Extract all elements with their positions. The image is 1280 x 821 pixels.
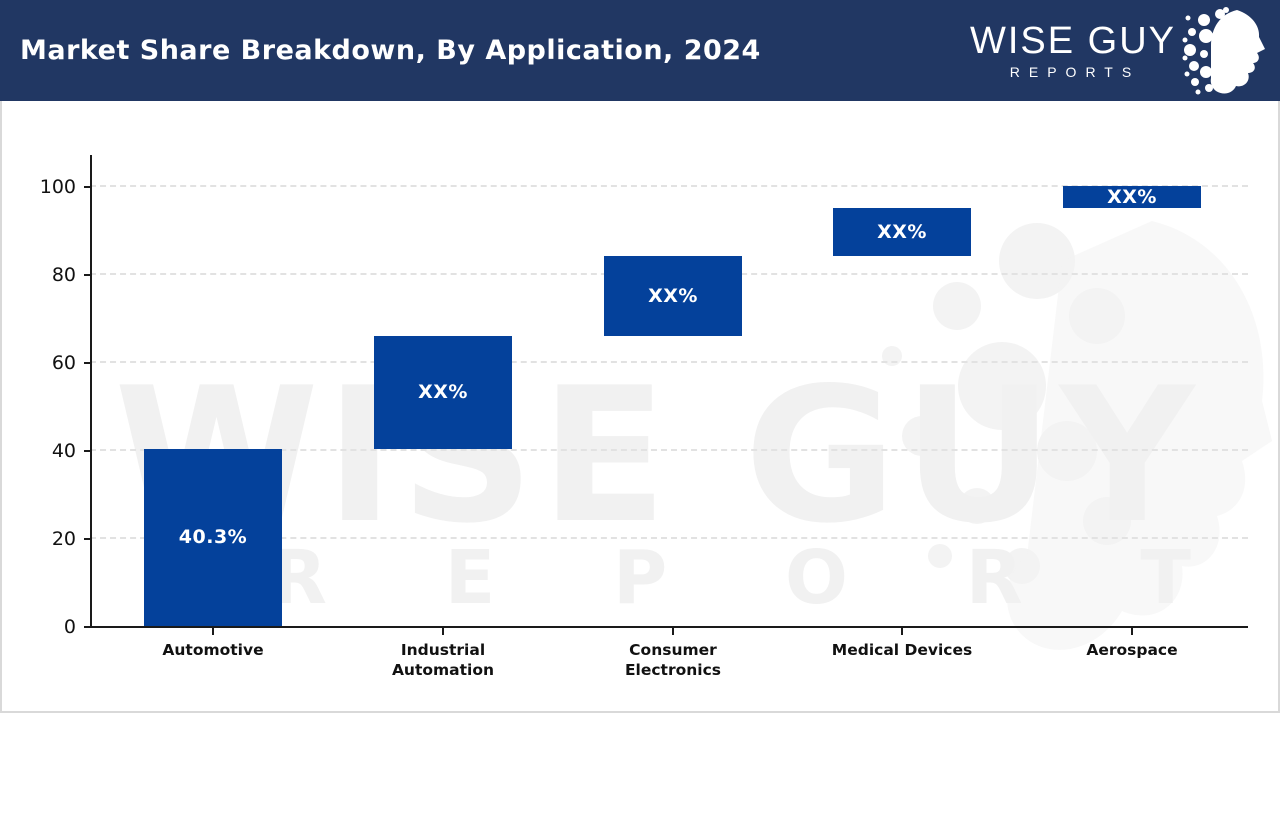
wise-guy-logo: WISE GUY REPORTS: [970, 6, 1280, 96]
watermark-wordmark: WISE GUY: [114, 347, 1201, 564]
x-category-label-2: Consumer Electronics: [624, 641, 722, 679]
y-tick-label-100: 100: [39, 176, 76, 198]
y-tick-label-40: 40: [51, 440, 76, 462]
watermark-subtitle: R E P O R T S: [270, 535, 1280, 621]
bar-value-label: XX%: [648, 284, 698, 307]
x-category-label-0: Automotive: [162, 641, 264, 659]
logo-text: WISE GUY REPORTS: [970, 22, 1176, 79]
bar-medical-devices: XX%: [833, 208, 971, 257]
y-tick-label-0: 0: [63, 616, 76, 638]
x-tick-2: [672, 628, 674, 635]
chart-area: WISE GUY R E P O R T S 40.3% XX% XX% XX% XX%…: [0, 101, 1280, 713]
logo-subtitle: REPORTS: [1009, 64, 1141, 80]
y-tick-60: [84, 362, 90, 364]
x-category-label-3: Medical Devices: [831, 641, 973, 659]
y-tick-0: [84, 626, 90, 628]
bar-automotive: 40.3%: [144, 448, 282, 626]
x-category-label-4: Aerospace: [1086, 641, 1178, 659]
x-tick-3: [901, 628, 903, 635]
plot-region: 40.3% XX% XX% XX% XX% 0 20 40 60 80 100 Automotive I…: [2, 0, 1280, 720]
gridline-40: [90, 449, 1248, 451]
gridline-100: [90, 185, 1248, 187]
bar-value-label: XX%: [877, 221, 927, 244]
bar-value-label: XX%: [1107, 186, 1157, 208]
gridline-20: [90, 537, 1248, 539]
y-tick-100: [84, 186, 90, 188]
y-tick-label-20: 20: [51, 528, 76, 550]
y-tick-label-80: 80: [51, 264, 76, 286]
gridline-60: [90, 361, 1248, 363]
bar-value-label: XX%: [418, 381, 468, 404]
x-tick-0: [212, 628, 214, 635]
bar-industrial-automation: XX%: [374, 335, 512, 449]
header-bar: Market Share Breakdown, By Application, …: [0, 0, 1280, 101]
y-axis-line: [90, 155, 92, 628]
y-tick-40: [84, 450, 90, 452]
page-title: Market Share Breakdown, By Application, …: [20, 35, 761, 66]
logo-wordmark: WISE GUY: [969, 20, 1176, 62]
y-tick-label-60: 60: [51, 352, 76, 374]
x-axis-line: [90, 626, 1248, 628]
bar-value-label: 40.3%: [178, 526, 248, 549]
x-tick-1: [442, 628, 444, 635]
y-tick-80: [84, 274, 90, 276]
y-tick-20: [84, 538, 90, 540]
bar-aerospace: XX%: [1063, 186, 1201, 208]
bar-consumer-electronics: XX%: [604, 256, 742, 336]
logo-face-icon: [1182, 6, 1265, 94]
x-tick-4: [1131, 628, 1133, 635]
x-category-label-1: Industrial Automation: [391, 641, 495, 679]
